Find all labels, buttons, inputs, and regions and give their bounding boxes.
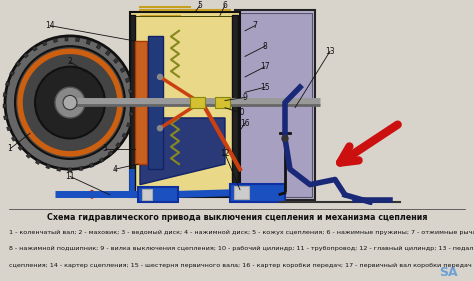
Circle shape (63, 95, 77, 110)
Bar (142, 189, 152, 200)
Text: 10: 10 (235, 108, 245, 117)
Bar (148, 36, 163, 169)
Circle shape (5, 36, 135, 169)
Text: 6: 6 (223, 1, 228, 10)
Bar (18, 145, 23, 151)
Circle shape (55, 87, 85, 118)
Bar (53, 38, 57, 42)
Circle shape (157, 74, 163, 80)
Text: 16: 16 (240, 119, 250, 128)
Circle shape (282, 135, 288, 142)
Text: 4: 4 (112, 165, 118, 174)
Text: 17: 17 (260, 62, 270, 71)
Bar (120, 67, 125, 72)
Circle shape (157, 126, 163, 131)
Bar (190, 98, 205, 108)
Bar (46, 164, 50, 169)
Text: 14: 14 (45, 21, 55, 30)
Bar (125, 78, 130, 83)
Bar (36, 160, 40, 165)
Bar (129, 112, 133, 116)
Bar (138, 187, 178, 202)
Text: SA: SA (439, 266, 457, 280)
Bar (232, 15, 238, 195)
Bar (235, 10, 315, 200)
Bar (90, 163, 94, 168)
Text: 12: 12 (220, 149, 230, 158)
Bar (23, 53, 28, 58)
Text: 5: 5 (198, 1, 202, 10)
Text: Схема гидравлического привода выключения сцепления и механизма сцепления: Схема гидравлического привода выключения… (47, 213, 427, 222)
Bar (122, 133, 127, 138)
Bar (230, 183, 285, 202)
Text: 1 - коленчатый вал; 2 - маховик; 3 - ведомый диск; 4 - нажимной диск; 5 - кожух : 1 - коленчатый вал; 2 - маховик; 3 - вед… (9, 229, 474, 235)
Bar (7, 126, 11, 131)
Bar (64, 37, 68, 41)
Bar (113, 58, 118, 64)
Bar (4, 115, 8, 120)
Bar (99, 158, 104, 163)
Text: 9: 9 (243, 93, 247, 102)
Text: 3: 3 (102, 144, 108, 153)
Bar (130, 12, 240, 197)
Bar (238, 13, 312, 197)
Bar (130, 15, 135, 195)
Bar (128, 89, 133, 93)
Bar (86, 40, 91, 45)
Polygon shape (140, 118, 225, 185)
Bar (9, 71, 15, 76)
Bar (3, 93, 7, 97)
Text: сцепления; 14 - картер сцепления; 15 - шестерня первичного вала; 16 - картер кор: сцепления; 14 - картер сцепления; 15 - ш… (9, 263, 472, 268)
Bar (127, 123, 131, 127)
Bar (5, 81, 10, 86)
Text: 13: 13 (325, 47, 335, 56)
Bar (134, 16, 237, 193)
Bar (234, 186, 249, 200)
Bar (108, 151, 113, 156)
Text: 2: 2 (68, 57, 73, 66)
Bar (75, 37, 80, 42)
Bar (105, 51, 110, 56)
Bar (135, 41, 147, 164)
Bar (96, 44, 101, 49)
Text: 7: 7 (253, 21, 257, 30)
Bar (42, 41, 47, 46)
Bar (16, 61, 21, 66)
Circle shape (35, 67, 105, 139)
Text: 1: 1 (8, 144, 12, 153)
Bar (116, 142, 121, 148)
Circle shape (15, 46, 125, 159)
Bar (79, 166, 83, 171)
Bar (68, 168, 72, 172)
Bar (2, 105, 6, 108)
Bar (32, 46, 37, 51)
Bar (215, 98, 230, 108)
Bar (130, 101, 134, 105)
Text: 8 - нажимной подшипник; 9 - вилка выключения сцепления; 10 - рабочий цилиндр; 11: 8 - нажимной подшипник; 9 - вилка выключ… (9, 246, 474, 251)
Bar (57, 167, 61, 171)
Text: 15: 15 (260, 83, 270, 92)
Text: 11: 11 (65, 172, 75, 181)
Text: 8: 8 (263, 42, 267, 51)
Bar (11, 136, 16, 141)
Bar (26, 153, 31, 158)
